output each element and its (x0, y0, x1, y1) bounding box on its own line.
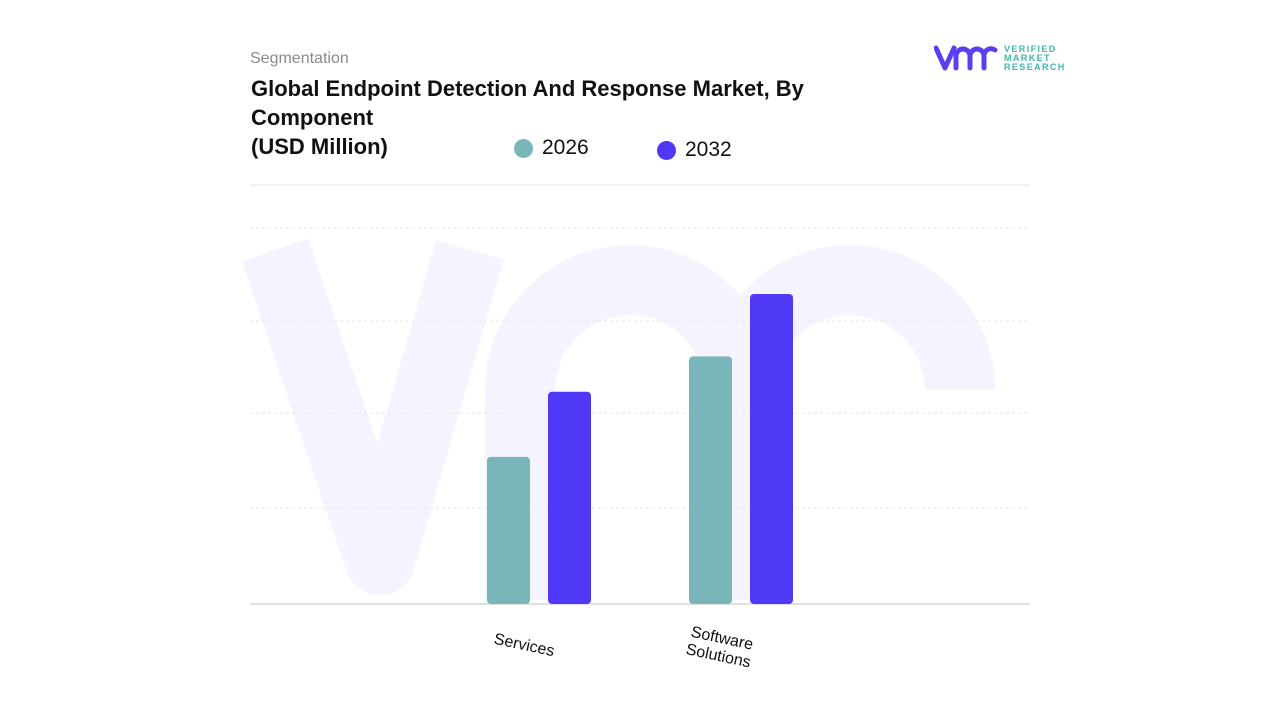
bar-services-2026 (487, 456, 530, 604)
bars (487, 293, 793, 604)
legend-swatch-2026 (514, 138, 533, 158)
segmentation-label: Segmentation (250, 50, 349, 67)
title-line-2: (USD Million) (251, 134, 388, 159)
legend-swatch-2032 (657, 140, 676, 160)
legend-label-2026: 2026 (542, 136, 589, 159)
legend-item-2032: 2032 (657, 138, 732, 162)
title-line-1: Global Endpoint Detection And Response M… (251, 76, 804, 130)
legend-label-2032: 2032 (685, 138, 732, 161)
vmr-logo-icon (934, 45, 998, 71)
bar-software-solutions-2026 (689, 356, 732, 604)
chart-title: Global Endpoint Detection And Response M… (251, 74, 891, 161)
watermark (241, 238, 995, 600)
logo-line-3: RESEARCH (1004, 61, 1066, 72)
vmr-logo: VERIFIED MARKET RESEARCH (934, 44, 1066, 72)
bar-services-2032 (548, 391, 591, 604)
logo-line-1: VERIFIED (1004, 43, 1057, 54)
legend-item-2026: 2026 (514, 136, 589, 160)
logo-text: VERIFIED MARKET RESEARCH (1004, 43, 1066, 72)
gridlines (250, 184, 1030, 605)
bar-software-solutions-2032 (750, 293, 793, 604)
logo-line-2: MARKET (1004, 52, 1051, 63)
